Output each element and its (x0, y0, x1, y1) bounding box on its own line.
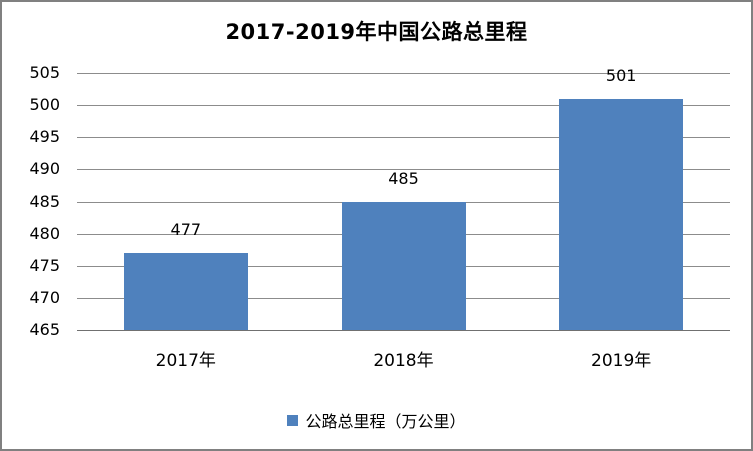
y-tick-label-495: 495 (29, 127, 60, 147)
bar-2017年 (123, 252, 248, 330)
y-tick-label-465: 465 (29, 320, 60, 339)
gridline-495 (77, 137, 730, 139)
legend-marker-icon (287, 414, 299, 426)
y-tick-label-505: 505 (29, 63, 60, 82)
x-axis-line (77, 330, 730, 331)
y-tick-label-500: 500 (29, 95, 60, 115)
x-axis-label-2019年: 2019年 (591, 351, 652, 371)
legend: 公路总里程（万公里） (2, 408, 751, 432)
chart-title: 2017-2019年中国公路总里程 (225, 20, 528, 44)
y-tick-label-490: 490 (29, 159, 60, 179)
y-tick-label-470: 470 (29, 287, 60, 307)
bar-value-label-2019年: 501 (605, 65, 637, 85)
y-tick-label-480: 480 (29, 223, 60, 243)
y-tick-label-475: 475 (29, 255, 60, 275)
gridline-505 (77, 73, 730, 74)
x-axis-label-2017年: 2017年 (155, 351, 216, 371)
bar-2018年 (341, 201, 466, 330)
bar-value-label-2017年: 477 (170, 219, 202, 239)
bar-value-label-2018年: 485 (388, 168, 419, 188)
bar-2019年 (559, 98, 684, 330)
legend-label: 公路总里程（万公里） (305, 412, 466, 431)
y-tick-label-485: 485 (29, 191, 60, 211)
gridline-490 (77, 169, 730, 171)
x-axis-label-2018年: 2018年 (373, 351, 434, 371)
gridline-500 (77, 105, 730, 107)
